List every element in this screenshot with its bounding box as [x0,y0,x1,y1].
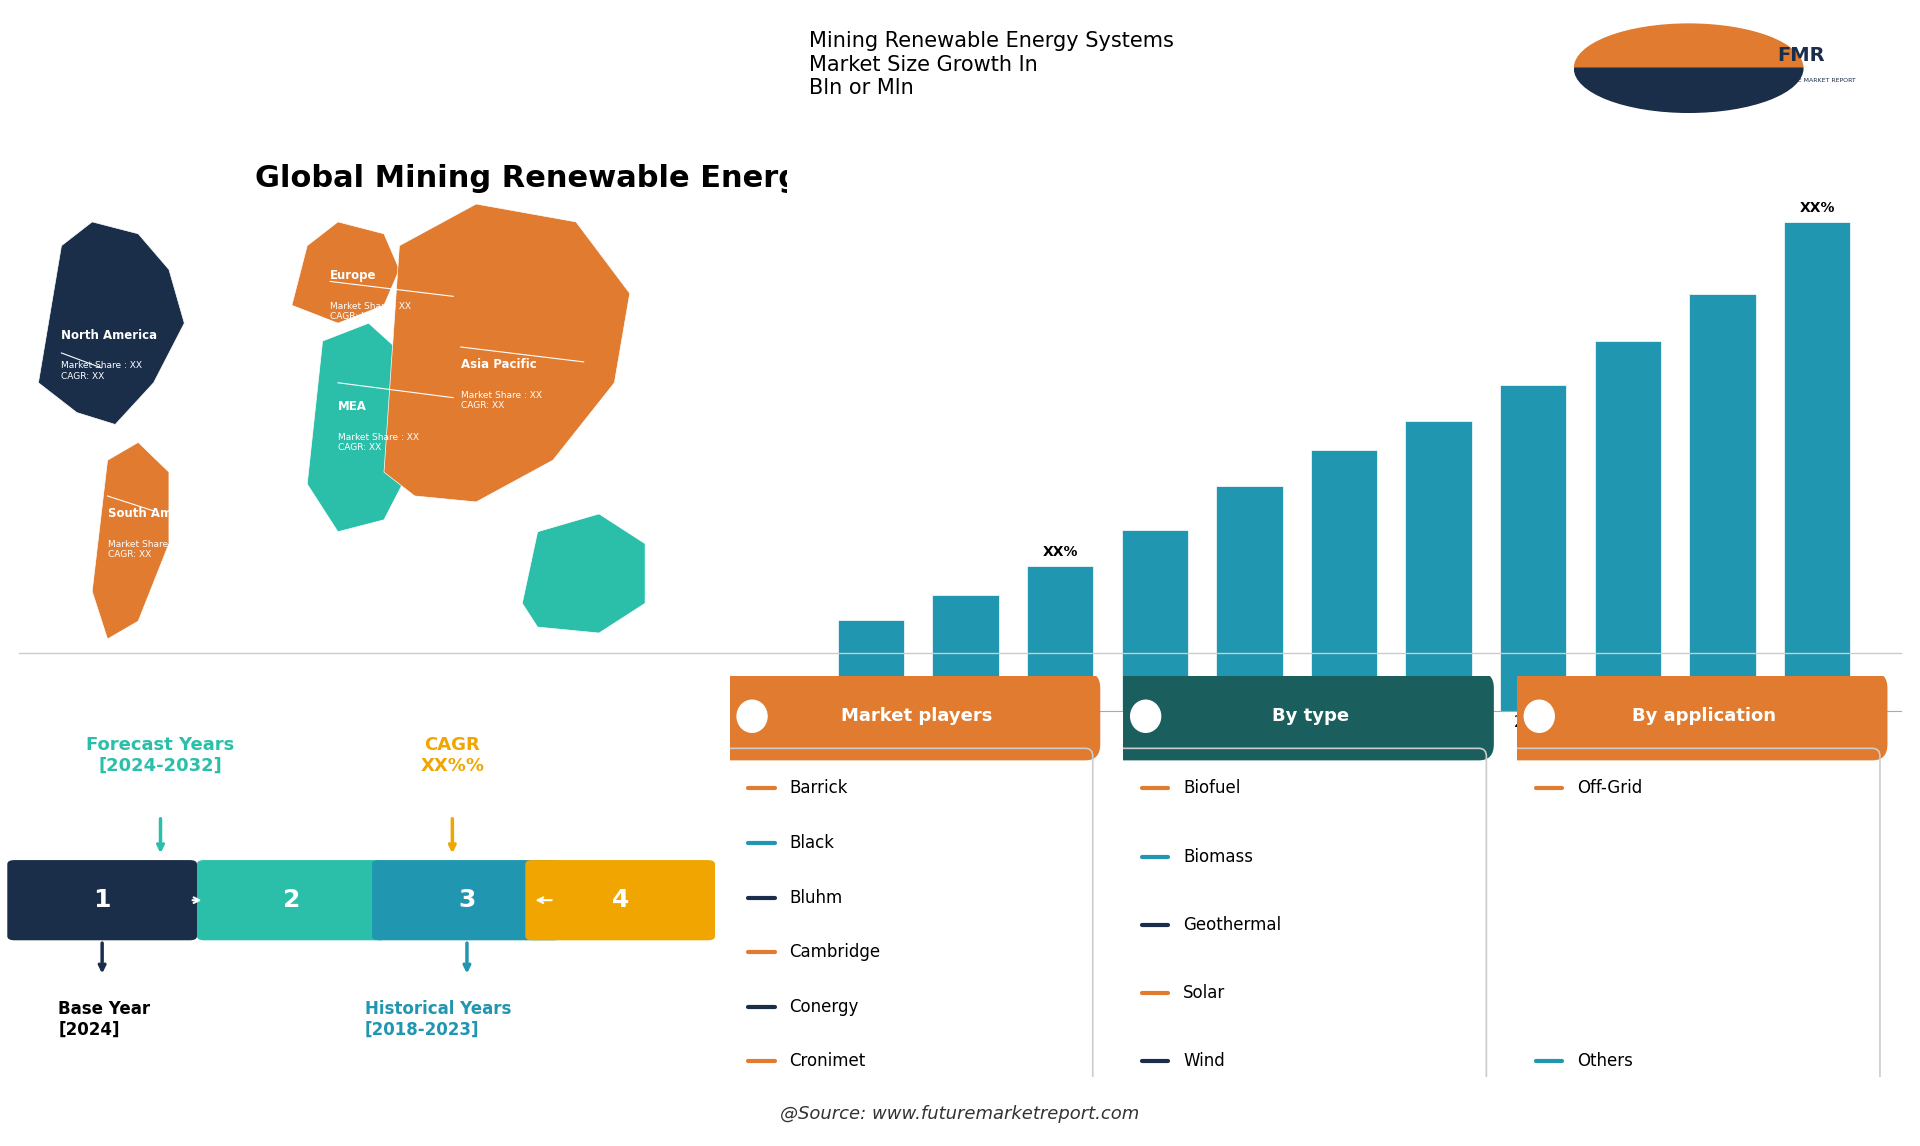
Text: Market Share : XX
CAGR: XX: Market Share : XX CAGR: XX [330,301,411,321]
Text: Global Mining Renewable Energy Systems Market Size and Growth | CAGR Forecast 20: Global Mining Renewable Energy Systems M… [255,164,1876,194]
Polygon shape [38,222,184,424]
Polygon shape [522,513,645,633]
Bar [1405,421,1473,711]
FancyBboxPatch shape [1501,672,1887,761]
Text: XX%: XX% [1043,544,1077,558]
Text: Asia Pacific: Asia Pacific [461,359,536,371]
Text: Cambridge: Cambridge [789,943,881,961]
Bar [1027,566,1092,711]
Text: By application: By application [1632,707,1776,725]
Bar [1596,342,1661,711]
Text: XX%: XX% [1799,201,1836,214]
Text: Market Share : XX
CAGR: XX: Market Share : XX CAGR: XX [61,361,142,380]
Bar [1784,222,1851,711]
Text: South America: South America [108,508,205,520]
Text: Biomass: Biomass [1183,848,1254,865]
Bar [1121,529,1188,711]
Polygon shape [307,323,415,532]
Text: North America: North America [61,329,157,342]
Text: Cronimet: Cronimet [789,1052,866,1070]
FancyBboxPatch shape [8,860,198,940]
Bar [1311,450,1377,711]
Text: By type: By type [1271,707,1350,725]
Circle shape [1524,700,1555,732]
Text: Off-Grid: Off-Grid [1576,779,1642,798]
Bar [1690,295,1755,711]
Wedge shape [1574,68,1803,112]
Polygon shape [92,442,169,639]
Text: FUTURE MARKET REPORT: FUTURE MARKET REPORT [1776,78,1855,84]
Polygon shape [384,204,630,502]
Text: @Source: www.futuremarketreport.com: @Source: www.futuremarketreport.com [780,1105,1140,1123]
Text: Market Share : XX
CAGR: XX: Market Share : XX CAGR: XX [338,433,419,452]
Text: Biofuel: Biofuel [1183,779,1240,798]
Text: FMR: FMR [1776,46,1824,65]
Text: 2: 2 [282,888,301,912]
Text: Solar: Solar [1183,984,1225,1002]
FancyBboxPatch shape [714,672,1100,761]
Text: Forecast Years
[2024-2032]: Forecast Years [2024-2032] [86,736,234,775]
FancyBboxPatch shape [372,860,563,940]
Text: Historical Years
[2018-2023]: Historical Years [2018-2023] [365,1000,511,1039]
Text: Base Year
[2024]: Base Year [2024] [58,1000,150,1039]
Text: Market players: Market players [841,707,993,725]
Text: Bluhm: Bluhm [789,888,843,906]
Text: Wind: Wind [1183,1052,1225,1070]
Text: Barrick: Barrick [789,779,849,798]
Circle shape [737,700,768,732]
FancyBboxPatch shape [526,860,714,940]
Text: Mining Renewable Energy Systems
Market Size Growth In
Bln or Mln: Mining Renewable Energy Systems Market S… [810,31,1175,97]
Text: Geothermal: Geothermal [1183,916,1281,934]
FancyBboxPatch shape [198,860,386,940]
Text: Europe: Europe [330,269,376,282]
Polygon shape [292,222,399,323]
Wedge shape [1574,24,1803,68]
Bar [1215,486,1283,711]
Text: CAGR
XX%%: CAGR XX%% [420,736,484,775]
FancyBboxPatch shape [1108,672,1494,761]
Text: 3: 3 [459,888,476,912]
Text: Market Share : XX
CAGR: XX: Market Share : XX CAGR: XX [461,391,541,410]
Text: 1: 1 [94,888,111,912]
Bar [1500,385,1567,711]
Text: 4: 4 [611,888,630,912]
Bar [933,595,998,711]
Text: Others: Others [1576,1052,1632,1070]
Bar [837,620,904,711]
Text: MEA: MEA [338,400,367,413]
Text: Market Share : XX
CAGR: XX: Market Share : XX CAGR: XX [108,540,188,559]
Circle shape [1131,700,1160,732]
Text: Conergy: Conergy [789,998,858,1015]
Text: Black: Black [789,834,835,851]
